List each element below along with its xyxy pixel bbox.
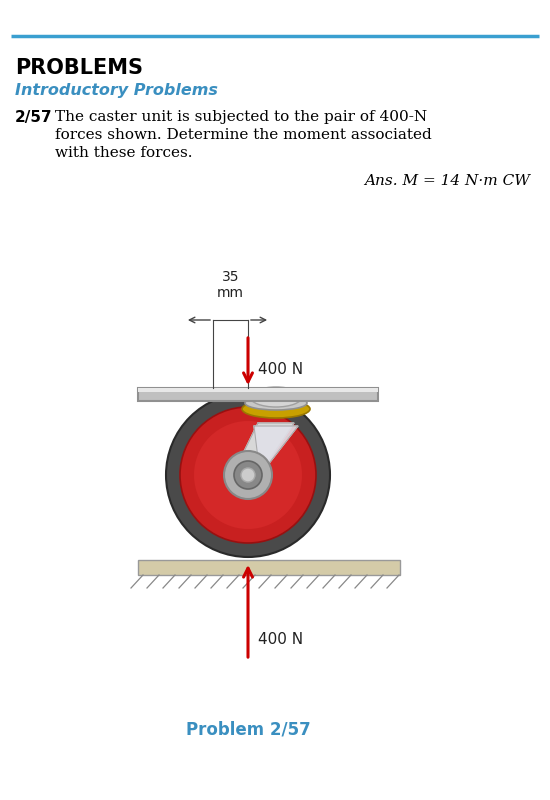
Text: with these forces.: with these forces. [55,146,192,160]
Text: The caster unit is subjected to the pair of 400-N: The caster unit is subjected to the pair… [55,110,427,124]
Text: PROBLEMS: PROBLEMS [15,58,143,78]
Text: 2/57: 2/57 [15,110,53,125]
Circle shape [224,451,272,499]
Polygon shape [254,426,298,475]
Ellipse shape [250,387,302,407]
Bar [138,560,400,575]
Circle shape [180,407,316,543]
Text: 35
mm: 35 mm [217,270,244,300]
Circle shape [234,461,262,489]
Ellipse shape [242,400,310,418]
Circle shape [241,468,255,482]
Circle shape [194,421,302,529]
Text: Introductory Problems: Introductory Problems [15,83,218,98]
Bar [138,388,378,392]
Polygon shape [230,423,294,480]
Ellipse shape [245,396,307,410]
Bar [138,388,378,401]
Text: Problem 2/57: Problem 2/57 [186,720,310,738]
Circle shape [166,393,330,557]
Text: Ans. M = 14 N·m CW: Ans. M = 14 N·m CW [364,174,530,188]
Text: forces shown. Determine the moment associated: forces shown. Determine the moment assoc… [55,128,432,142]
Text: 400 N: 400 N [258,633,303,647]
Text: 400 N: 400 N [258,362,303,378]
